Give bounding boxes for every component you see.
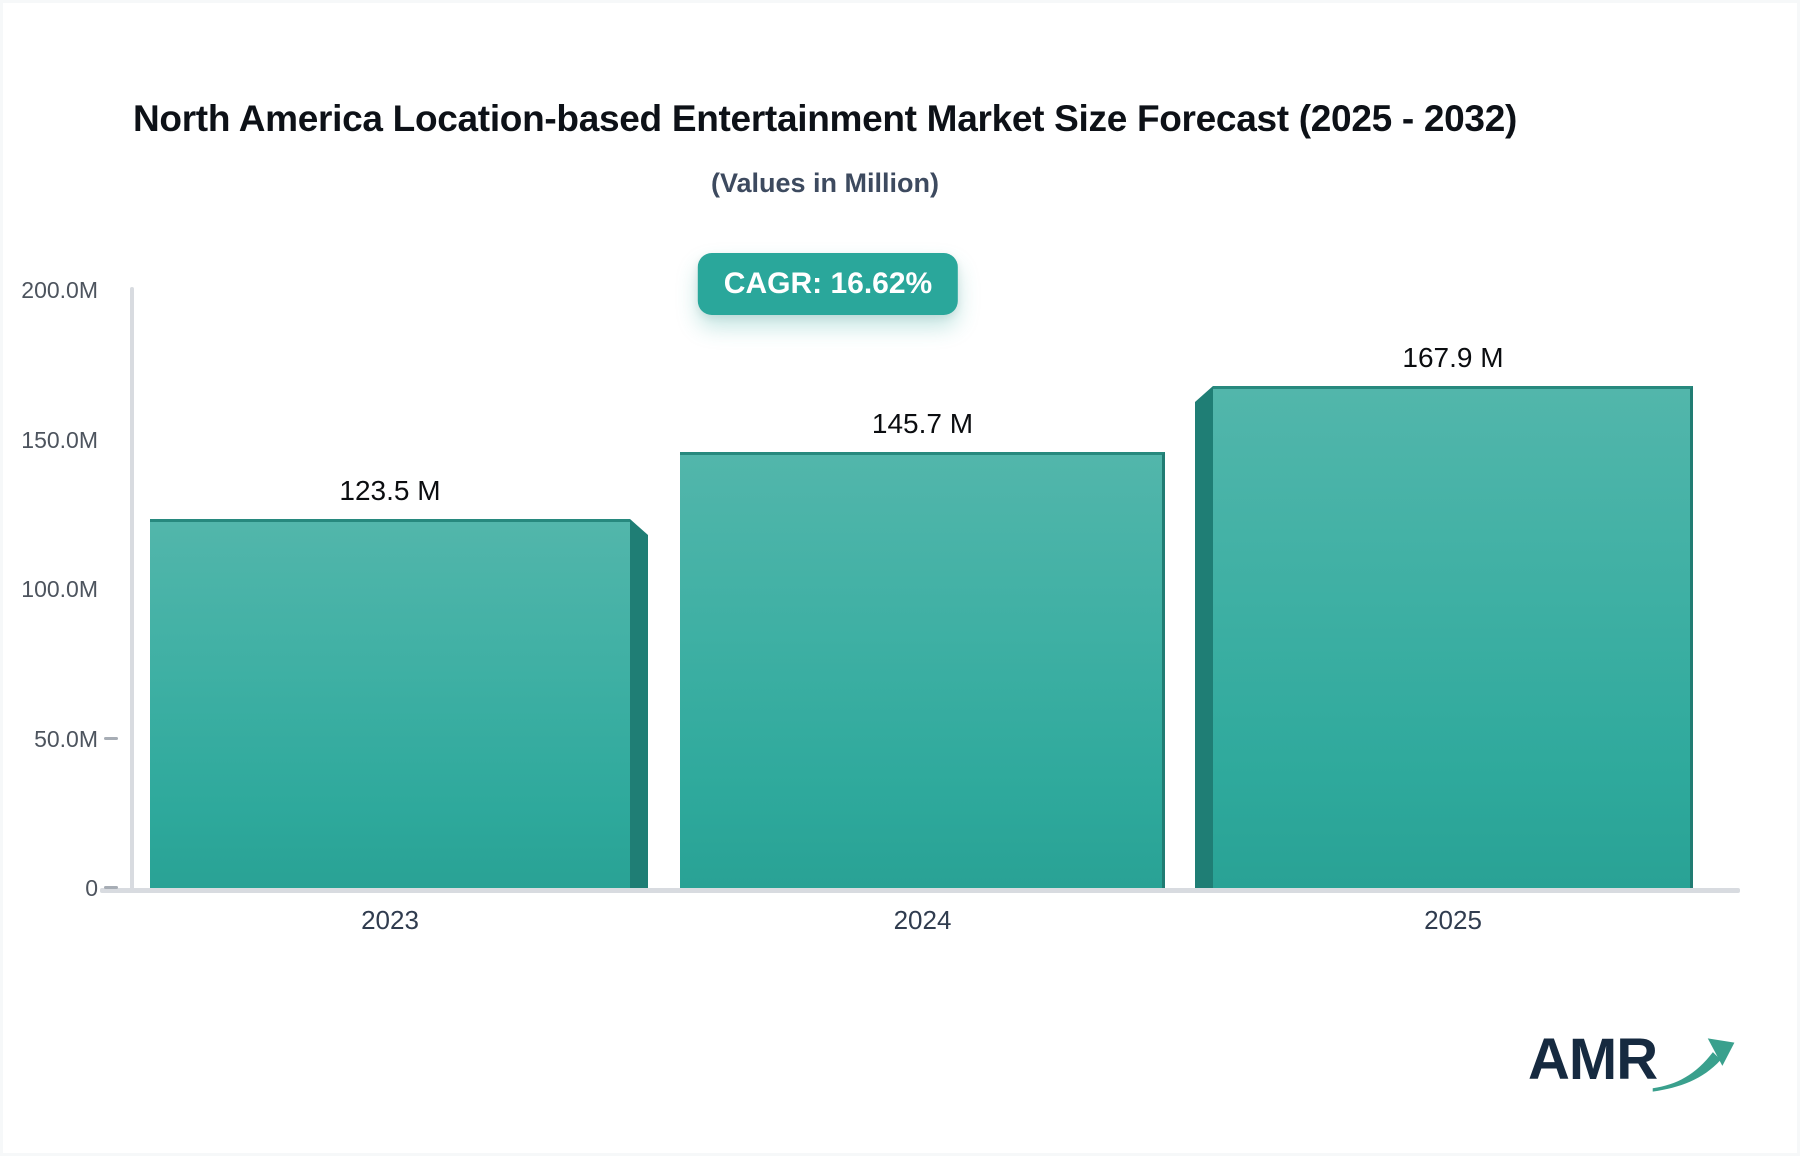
chart-title: North America Location-based Entertainme… — [132, 98, 1518, 139]
y-axis-line — [130, 287, 134, 893]
y-tick-label: 200.0M — [21, 277, 98, 303]
bar-value-label: 145.7 M — [871, 408, 974, 439]
amr-logo: AMR — [1528, 1030, 1758, 1120]
y-tick-label: 100.0M — [21, 576, 98, 602]
y-tick-label: 150.0M — [21, 426, 98, 453]
bar-value-label: 167.9 M — [1402, 342, 1504, 373]
bar-2025-3d-side — [1195, 386, 1213, 888]
bar-value-label: 123.5 M — [339, 475, 441, 506]
bar-2025 — [1213, 386, 1693, 888]
growth-arrow-icon — [1652, 1038, 1735, 1092]
x-axis-line — [100, 888, 1740, 893]
cagr-badge: CAGR: 16.62% — [697, 253, 959, 315]
bar-2023-3d-side — [630, 519, 648, 888]
y-tick-mark — [104, 886, 118, 889]
bar-2024 — [680, 452, 1165, 888]
y-tick-mark — [104, 736, 118, 740]
bar-2023 — [150, 519, 630, 888]
y-tick-label: 0 — [85, 875, 98, 901]
y-tick-label: 50.0M — [34, 725, 98, 752]
x-tick-label-2024: 2024 — [893, 905, 952, 935]
amr-logo-text: AMR — [1528, 1027, 1658, 1092]
x-tick-label-2025: 2025 — [1424, 905, 1482, 935]
chart-subtitle: (Values in Million) — [710, 168, 940, 198]
x-tick-label-2023: 2023 — [361, 905, 419, 935]
